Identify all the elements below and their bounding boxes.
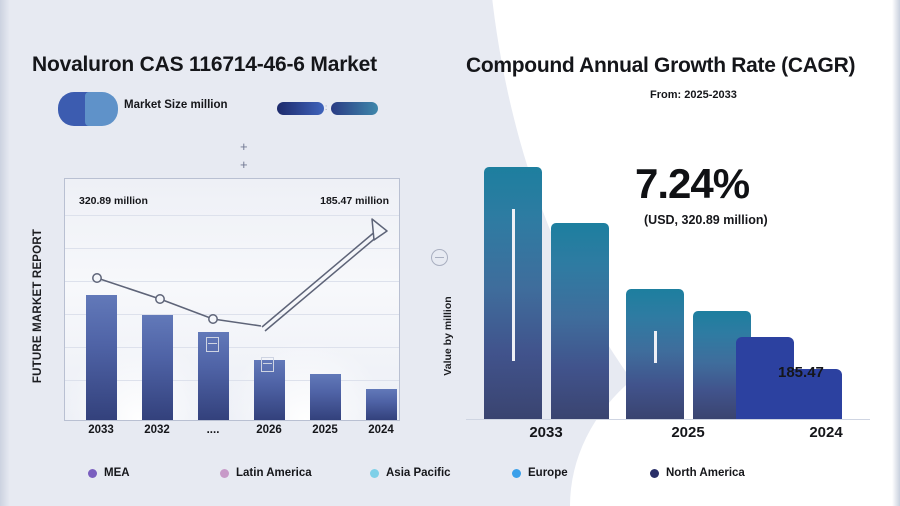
left-chart-start-value-note: 320.89 million (79, 195, 148, 207)
legend-item-latin-america[interactable]: Latin America (220, 467, 312, 479)
x-label-2032: 2032 (144, 424, 170, 436)
bar-notch (654, 331, 657, 363)
brand-logo-icon (58, 92, 118, 126)
left-chart-overlay-svg (92, 218, 388, 332)
bar-2033-primary (484, 167, 542, 419)
bar-2026 (254, 360, 285, 420)
logo-right-shape (85, 92, 118, 126)
growth-arrow-shaft-2 (264, 234, 380, 332)
legend-dot-icon (512, 468, 521, 478)
legend-dot-icon (650, 468, 659, 478)
bar-2033 (86, 295, 117, 420)
left-edge-shadow (0, 0, 10, 506)
left-chart-y-axis-label: FUTURE MARKET REPORT (32, 228, 44, 384)
bar-ellipsis (198, 332, 229, 420)
cagr-basis: (USD, 320.89 million) (644, 213, 768, 227)
x-label-2033: 2033 (88, 424, 114, 436)
legend-item-mea[interactable]: MEA (88, 467, 130, 479)
legend-label: Europe (528, 467, 568, 479)
trend-marker (208, 314, 218, 324)
circle-minus-icon (431, 249, 448, 266)
bar-value-label-2024: 185.47 (778, 364, 824, 381)
legend-label: Asia Pacific (386, 467, 451, 479)
legend-label: North America (666, 467, 745, 479)
legend-item-asia-pacific[interactable]: Asia Pacific (370, 467, 451, 479)
legend-dot-icon (88, 468, 97, 478)
left-chart-title: Novaluron CAS 116714-46-6 Market (32, 53, 377, 76)
x-label-ellipsis: .... (206, 424, 220, 436)
x-label-2024: 2024 (809, 424, 843, 441)
gridline (65, 380, 399, 381)
left-chart-plot-area: 320.89 million 185.47 million (64, 178, 400, 421)
bar-notch (512, 209, 515, 361)
trend-line-path (96, 277, 262, 327)
legend-pill-separator: : (325, 103, 328, 112)
legend-pill-primary (277, 102, 324, 115)
bar-2025-primary (626, 289, 684, 419)
legend-label: Latin America (236, 467, 312, 479)
right-chart-title: Compound Annual Growth Rate (CAGR) (466, 54, 856, 77)
bar-2024 (366, 389, 397, 420)
ghost-marker-a (206, 337, 219, 352)
legend-item-north-america[interactable]: North America (650, 467, 745, 479)
gridline (65, 281, 399, 282)
trend-marker (155, 294, 165, 304)
ghost-marker-b (261, 357, 274, 372)
bar-2032 (142, 315, 173, 420)
legend-pill-secondary (331, 102, 378, 115)
bar-2033-secondary (551, 223, 609, 419)
left-chart-end-value-note: 185.47 million (320, 195, 389, 207)
market-size-label: Market Size million (124, 99, 228, 111)
right-chart-baseline (466, 418, 870, 420)
right-chart-plot-area: 185.47 2033 2025 2024 (466, 150, 886, 441)
x-label-2033: 2033 (529, 424, 563, 441)
chart-legend: MEA Latin America Asia Pacific Europe No… (80, 464, 820, 488)
cagr-value: 7.24% (635, 160, 750, 207)
gridline (65, 248, 399, 249)
growth-arrow-shaft (261, 229, 378, 328)
gridline (65, 314, 399, 315)
bar-2025 (310, 374, 341, 420)
x-label-2024: 2024 (368, 424, 394, 436)
right-edge-shadow (892, 0, 900, 506)
right-chart-y-axis-label: Value by million (442, 296, 454, 376)
left-chart-x-axis: 2033 2032 .... 2026 2025 2024 (64, 424, 400, 444)
bar-2024-secondary (784, 369, 842, 419)
legend-dot-icon (370, 468, 379, 478)
right-chart-subtitle: From: 2025-2033 (650, 89, 737, 101)
x-label-2025: 2025 (312, 424, 338, 436)
legend-dot-icon (220, 468, 229, 478)
growth-arrow-head (371, 218, 388, 241)
gridline (65, 347, 399, 348)
trend-marker (92, 273, 102, 283)
plus-icon-bottom: + (240, 157, 248, 172)
gridline (65, 215, 399, 216)
x-label-2025: 2025 (671, 424, 705, 441)
x-label-2026: 2026 (256, 424, 282, 436)
plus-icon-top: + (240, 139, 248, 154)
legend-item-europe[interactable]: Europe (512, 467, 568, 479)
legend-label: MEA (104, 467, 130, 479)
